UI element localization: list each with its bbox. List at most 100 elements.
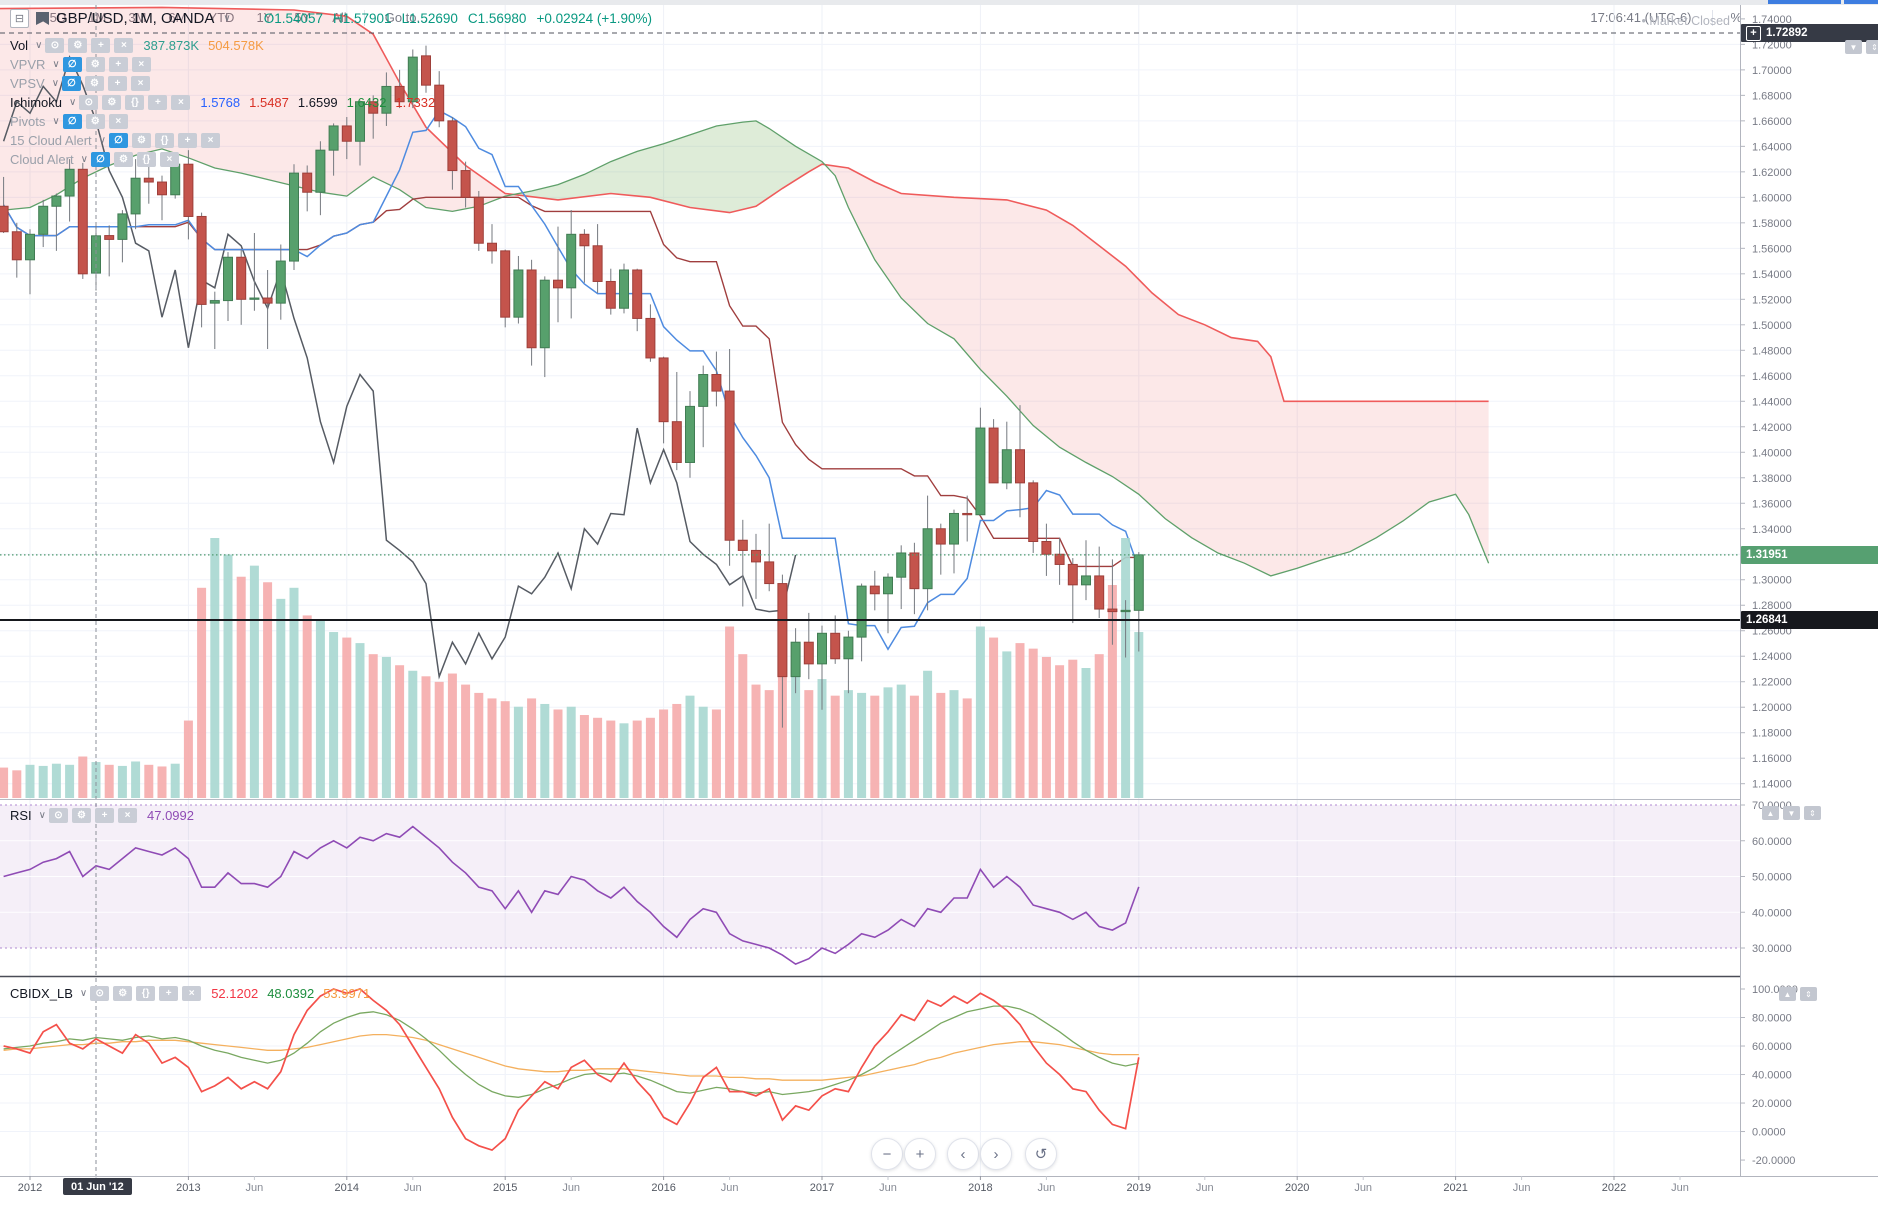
- chevron-down-icon[interactable]: ∨: [79, 987, 88, 999]
- price-label-countdown[interactable]: +1.72892: [1741, 24, 1878, 42]
- close-icon[interactable]: ×: [118, 807, 137, 823]
- time-axis[interactable]: [0, 1176, 1878, 1196]
- add-alert-icon[interactable]: +: [1746, 25, 1761, 41]
- svg-text:2013: 2013: [176, 1182, 200, 1194]
- gear-icon[interactable]: ⚙: [102, 94, 122, 110]
- hide-icon[interactable]: ∅: [62, 113, 82, 129]
- scroll-right-button[interactable]: ›: [980, 1138, 1012, 1170]
- indicator-name[interactable]: Vol: [10, 37, 29, 53]
- gear-icon[interactable]: ⚙: [85, 75, 105, 91]
- collapse-legend-button[interactable]: ⊟: [10, 9, 29, 28]
- pane-down-button[interactable]: ▼: [1845, 40, 1862, 54]
- chevron-down-icon[interactable]: ∨: [35, 39, 43, 51]
- gear-icon[interactable]: ⚙: [132, 132, 151, 148]
- percent-scale-button[interactable]: %: [1730, 10, 1743, 25]
- zoom-out-button[interactable]: −: [871, 1138, 903, 1170]
- add-icon[interactable]: +: [148, 94, 168, 110]
- zoom-in-button[interactable]: +: [904, 1138, 936, 1170]
- symbol-flag-icon: [36, 12, 49, 25]
- chevron-down-icon[interactable]: ∨: [69, 96, 77, 108]
- chevron-down-icon[interactable]: ∨: [80, 153, 88, 165]
- close-icon[interactable]: ×: [201, 132, 220, 148]
- add-icon[interactable]: +: [178, 132, 197, 148]
- range-all[interactable]: All: [321, 10, 357, 25]
- indicator-name[interactable]: RSI: [10, 807, 32, 823]
- chevron-down-icon[interactable]: ∨: [98, 134, 106, 146]
- chevron-down-icon[interactable]: ∨: [51, 77, 60, 89]
- indicator-name[interactable]: 15 Cloud Alert: [10, 132, 92, 148]
- hide-icon[interactable]: ∅: [90, 151, 110, 167]
- symbol-title[interactable]: GBP/USD, 1M, OANDA: [56, 10, 215, 27]
- chevron-down-icon[interactable]: ∨: [52, 115, 60, 127]
- add-icon[interactable]: +: [108, 75, 128, 91]
- range-5y[interactable]: 5Y: [283, 10, 321, 25]
- gear-icon[interactable]: ⚙: [68, 37, 88, 53]
- range-6m[interactable]: 6M: [157, 10, 197, 25]
- indicator-name[interactable]: Cloud Alert: [10, 151, 74, 167]
- close-icon[interactable]: ×: [131, 75, 151, 91]
- indicator-name[interactable]: VPSV: [10, 75, 45, 91]
- range-1m[interactable]: 1M: [77, 10, 117, 25]
- range-1y[interactable]: 1Y: [245, 10, 283, 25]
- close-icon[interactable]: ×: [114, 37, 134, 53]
- range-5d[interactable]: 5D: [39, 10, 78, 25]
- code-icon[interactable]: {}: [136, 151, 156, 167]
- indicator-name[interactable]: CBIDX_LB: [10, 985, 73, 1001]
- svg-text:1.42000: 1.42000: [1752, 422, 1792, 434]
- clock[interactable]: 17:06:41 (UTC-6): [1590, 10, 1692, 25]
- hide-icon[interactable]: ∅: [62, 75, 82, 91]
- pane-up-button[interactable]: ▲: [1762, 806, 1779, 820]
- range-ytd[interactable]: YTD: [197, 10, 245, 25]
- close-icon[interactable]: ×: [159, 151, 179, 167]
- gear-icon[interactable]: ⚙: [85, 56, 105, 72]
- code-icon[interactable]: {}: [155, 132, 174, 148]
- code-icon[interactable]: {}: [125, 94, 145, 110]
- gear-icon[interactable]: ⚙: [113, 985, 133, 1001]
- chevron-down-icon[interactable]: ∨: [52, 58, 60, 70]
- chevron-down-icon[interactable]: ∨: [38, 809, 46, 821]
- close-icon[interactable]: ×: [131, 56, 151, 72]
- eye-icon[interactable]: ⊙: [79, 94, 99, 110]
- add-icon[interactable]: +: [95, 807, 114, 823]
- svg-text:40.0000: 40.0000: [1752, 907, 1792, 919]
- add-icon[interactable]: +: [108, 56, 128, 72]
- close-icon[interactable]: ×: [171, 94, 191, 110]
- code-icon[interactable]: {}: [136, 985, 156, 1001]
- hide-icon[interactable]: ∅: [109, 132, 128, 148]
- chevron-down-icon[interactable]: ∨: [223, 13, 231, 24]
- gear-icon[interactable]: ⚙: [113, 151, 133, 167]
- svg-text:Jun: Jun: [246, 1182, 264, 1194]
- pane-stretch-button[interactable]: ⇕: [1866, 40, 1878, 54]
- range-3m[interactable]: 3M: [117, 10, 157, 25]
- add-icon[interactable]: +: [159, 985, 179, 1001]
- price-label-black[interactable]: 1.26841: [1741, 611, 1878, 629]
- legend-row-vol: Vol ∨ ⊙ ⚙ + × 387.873K 504.578K: [10, 36, 264, 54]
- indicator-name[interactable]: VPVR: [10, 56, 46, 72]
- indicator-value: 1.6599: [297, 94, 338, 110]
- pane-down-button[interactable]: ▼: [1783, 806, 1800, 820]
- scroll-left-button[interactable]: ‹: [947, 1138, 979, 1170]
- indicator-name[interactable]: Ichimoku: [10, 94, 63, 110]
- pane-up-button[interactable]: ▲: [1779, 987, 1796, 1001]
- close-icon[interactable]: ×: [182, 985, 202, 1001]
- add-icon[interactable]: +: [91, 37, 111, 53]
- eye-icon[interactable]: ⊙: [49, 807, 68, 823]
- price-label-last[interactable]: 1.31951: [1741, 545, 1878, 564]
- indicator-name[interactable]: Pivots: [10, 113, 46, 129]
- goto-button[interactable]: Go to...: [384, 10, 428, 25]
- gear-icon[interactable]: ⚙: [72, 807, 91, 823]
- gear-icon[interactable]: ⚙: [85, 113, 105, 129]
- reset-chart-button[interactable]: ↺: [1025, 1138, 1057, 1170]
- eye-icon[interactable]: ⊙: [45, 37, 65, 53]
- pane-stretch-button[interactable]: ⇕: [1804, 806, 1821, 820]
- svg-text:1.68000: 1.68000: [1752, 90, 1792, 102]
- price-axis[interactable]: [1740, 5, 1878, 1176]
- hide-icon[interactable]: ∅: [62, 56, 82, 72]
- pane-stretch-button[interactable]: ⇕: [1800, 987, 1817, 1001]
- cbidx-pane: [0, 988, 1740, 1152]
- svg-text:1.22000: 1.22000: [1752, 677, 1792, 689]
- close-icon[interactable]: ×: [108, 113, 128, 129]
- eye-icon[interactable]: ⊙: [90, 985, 110, 1001]
